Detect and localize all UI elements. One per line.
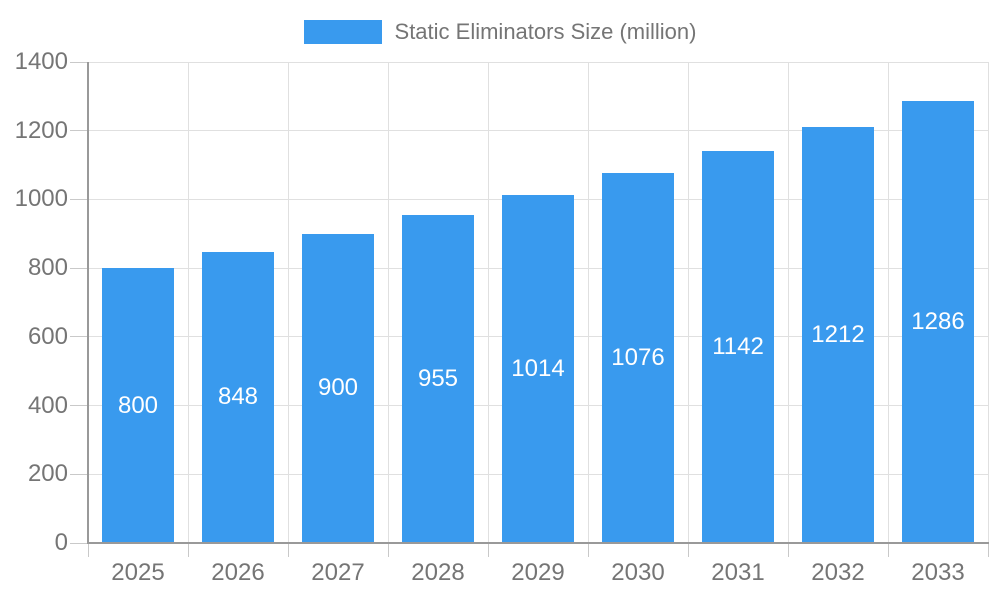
- y-axis-tick: [70, 61, 88, 63]
- x-tick-label: 2031: [711, 559, 765, 586]
- x-axis-tick: [487, 543, 489, 557]
- bar[interactable]: 848: [202, 251, 274, 543]
- x-tick-label: 2032: [811, 559, 865, 586]
- y-axis-tick: [70, 198, 88, 200]
- y-axis-line: [87, 62, 89, 543]
- v-gridline: [187, 62, 189, 543]
- x-tick-label: 2029: [511, 559, 565, 586]
- y-tick-label: 0: [54, 529, 68, 556]
- v-gridline: [887, 62, 889, 543]
- bar-value-label: 1076: [611, 344, 665, 372]
- x-axis-tick: [387, 543, 389, 557]
- y-axis-tick: [70, 473, 88, 475]
- bar[interactable]: 955: [402, 214, 474, 543]
- y-tick-label: 800: [27, 254, 68, 282]
- v-gridline: [387, 62, 389, 543]
- y-axis-tick: [70, 267, 88, 269]
- x-tick-label: 2025: [111, 559, 165, 586]
- y-tick-label: 600: [27, 322, 68, 350]
- y-tick-label: 1400: [14, 48, 68, 75]
- y-tick-label: 1000: [14, 185, 68, 213]
- bar[interactable]: 1014: [502, 194, 574, 543]
- v-gridline: [487, 62, 489, 543]
- legend-label: Static Eliminators Size (million): [394, 19, 697, 44]
- x-axis-tick: [987, 543, 989, 557]
- x-axis-tick: [787, 543, 789, 557]
- x-tick-label: 2026: [211, 559, 265, 586]
- y-axis-tick: [70, 542, 88, 544]
- bar[interactable]: 1286: [902, 101, 974, 543]
- x-axis-tick: [587, 543, 589, 557]
- v-gridline: [587, 62, 589, 543]
- x-axis-line: [87, 542, 989, 544]
- v-gridline: [787, 62, 789, 543]
- h-gridline: [88, 130, 988, 132]
- x-axis-tick: [887, 543, 889, 557]
- bar-value-label: 955: [417, 364, 459, 392]
- v-gridline: [687, 62, 689, 543]
- bar[interactable]: 1212: [802, 126, 874, 543]
- bar-value-label: 848: [217, 383, 259, 411]
- bar[interactable]: 800: [102, 268, 174, 543]
- y-tick-label: 400: [27, 391, 68, 419]
- y-tick-label: 1200: [14, 116, 68, 144]
- bar[interactable]: 1142: [702, 150, 774, 543]
- y-axis-tick: [70, 405, 88, 407]
- bar-value-label: 1212: [811, 320, 865, 348]
- v-gridline: [987, 62, 989, 543]
- bar-value-label: 1142: [712, 332, 764, 360]
- y-tick-label: 200: [27, 460, 68, 488]
- bar-value-label: 1014: [511, 354, 565, 382]
- bar[interactable]: 1076: [602, 173, 674, 543]
- bar[interactable]: 900: [302, 233, 374, 543]
- bar-value-label: 900: [317, 374, 359, 402]
- x-axis-tick: [287, 543, 289, 557]
- x-axis-tick: [87, 543, 89, 557]
- legend-swatch: [303, 20, 382, 44]
- v-gridline: [287, 62, 289, 543]
- x-axis-tick: [187, 543, 189, 557]
- x-tick-label: 2033: [911, 559, 965, 586]
- x-tick-label: 2030: [611, 559, 665, 586]
- chart-legend[interactable]: Static Eliminators Size (million): [0, 19, 1000, 44]
- bar-value-label: 1286: [911, 308, 965, 336]
- x-tick-label: 2027: [311, 559, 365, 586]
- h-gridline: [88, 61, 988, 63]
- x-axis-tick: [687, 543, 689, 557]
- x-tick-label: 2028: [411, 559, 465, 586]
- y-axis-tick: [70, 130, 88, 132]
- bar-value-label: 800: [117, 391, 159, 419]
- y-axis-tick: [70, 336, 88, 338]
